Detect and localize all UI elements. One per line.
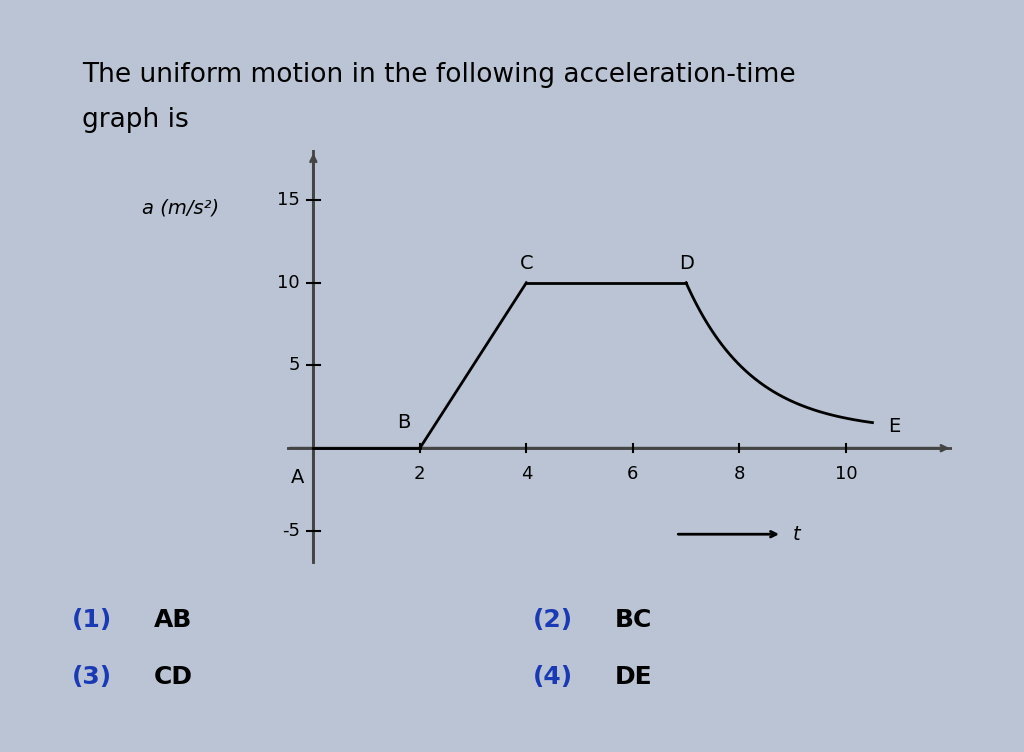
Text: D: D [679,254,693,273]
Text: C: C [519,254,534,273]
Text: E: E [889,417,901,436]
Text: The uniform motion in the following acceleration-time: The uniform motion in the following acce… [82,62,796,88]
Text: 6: 6 [627,465,639,483]
Text: (1): (1) [72,608,112,632]
Text: AB: AB [154,608,191,632]
Text: (2): (2) [532,608,572,632]
Text: 2: 2 [414,465,426,483]
Text: CD: CD [154,665,193,689]
Text: 10: 10 [278,274,300,292]
Text: (3): (3) [72,665,112,689]
Text: 10: 10 [835,465,857,483]
Text: (4): (4) [532,665,572,689]
Text: 15: 15 [278,191,300,209]
Text: a (m/s²): a (m/s²) [141,199,219,218]
Text: BC: BC [614,608,651,632]
Text: DE: DE [614,665,652,689]
Text: B: B [397,413,411,432]
Text: graph is: graph is [82,108,188,133]
Text: t: t [793,525,800,544]
Text: -5: -5 [282,522,300,540]
Text: 8: 8 [733,465,745,483]
Text: 5: 5 [289,356,300,374]
Text: A: A [291,468,304,487]
Text: 4: 4 [520,465,532,483]
